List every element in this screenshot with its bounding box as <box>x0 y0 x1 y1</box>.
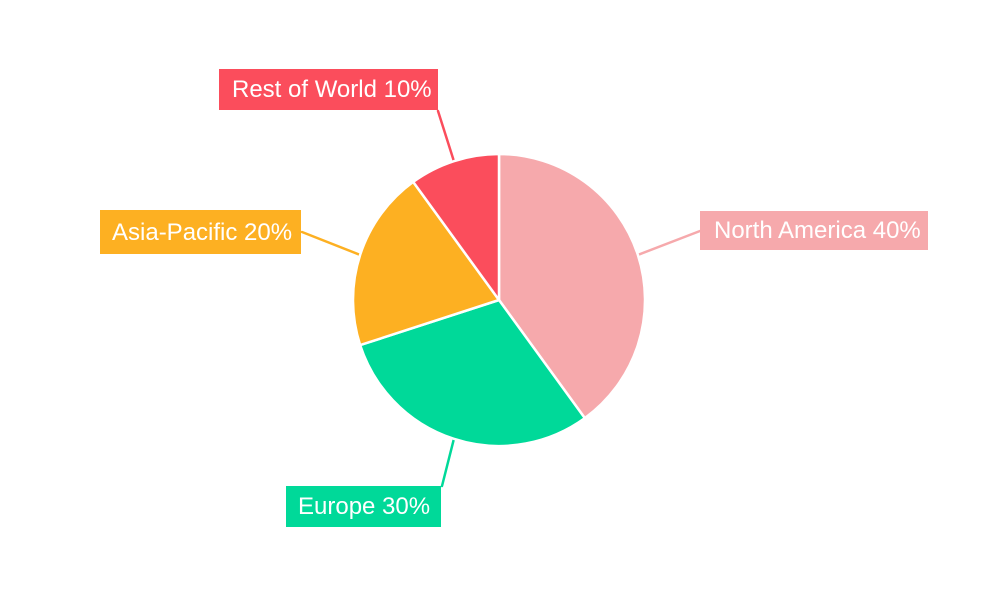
svg-text:Rest of World 10%: Rest of World 10% <box>232 76 432 103</box>
svg-text:Asia-Pacific 20%: Asia-Pacific 20% <box>112 219 292 246</box>
svg-text:Europe 30%: Europe 30% <box>298 493 430 520</box>
svg-text:North America 40%: North America 40% <box>714 217 921 244</box>
